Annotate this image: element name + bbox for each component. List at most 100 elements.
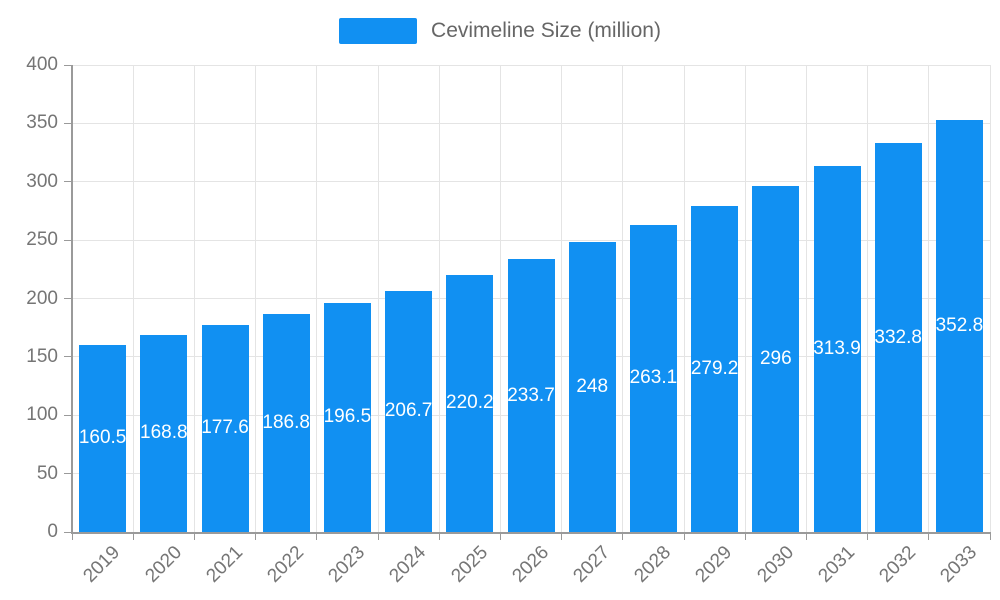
- gridline-vertical: [928, 65, 930, 532]
- x-axis-tick-mark: [683, 532, 685, 540]
- gridline-vertical: [193, 65, 195, 532]
- y-axis-line: [71, 65, 73, 533]
- y-tick-label: 200: [26, 287, 58, 309]
- y-axis-tick-mark: [64, 64, 72, 66]
- y-tick-label: 0: [47, 521, 58, 542]
- gridline-vertical: [744, 65, 746, 532]
- y-axis-tick-mark: [64, 531, 72, 533]
- bar[interactable]: 263.1: [629, 224, 678, 532]
- x-tick-label: 2022: [263, 542, 309, 587]
- bar-value-label: 332.8: [874, 326, 922, 348]
- bar-value-label: 263.1: [629, 367, 678, 389]
- bar[interactable]: 177.6: [201, 324, 249, 532]
- gridline-vertical: [561, 65, 563, 532]
- gridline-vertical: [622, 65, 624, 532]
- x-tick-label: 2020: [140, 542, 186, 587]
- gridline-vertical: [255, 65, 257, 532]
- x-axis-tick-mark: [499, 532, 501, 540]
- y-tick-label: 150: [26, 345, 58, 367]
- gridline-vertical: [316, 65, 318, 532]
- legend[interactable]: Cevimeline Size (million): [0, 18, 1000, 44]
- bar[interactable]: 168.8: [140, 334, 188, 532]
- bar-value-label: 196.5: [323, 406, 372, 428]
- x-axis-tick-mark: [928, 532, 930, 540]
- x-axis-line: [71, 531, 990, 534]
- gridline-vertical: [438, 65, 440, 532]
- bar[interactable]: 206.7: [384, 290, 433, 532]
- gridline-vertical: [867, 65, 869, 532]
- bar-value-label: 177.6: [201, 417, 249, 439]
- x-axis-tick-mark: [561, 532, 563, 540]
- x-tick-label: 2024: [385, 542, 431, 587]
- y-axis-tick-mark: [64, 473, 72, 475]
- legend-swatch[interactable]: [339, 18, 418, 44]
- gridline-horizontal: [72, 181, 990, 183]
- y-axis-tick-mark: [64, 298, 72, 299]
- y-tick-label: 300: [26, 170, 58, 192]
- bar-value-label: 168.8: [140, 422, 188, 444]
- gridline-horizontal: [72, 64, 990, 66]
- x-axis-tick-mark: [622, 532, 624, 540]
- x-axis-tick-mark: [132, 532, 134, 540]
- gridline-vertical: [989, 65, 991, 532]
- y-tick-label: 50: [36, 462, 58, 484]
- gridline-vertical: [499, 65, 501, 532]
- y-axis-tick-mark: [64, 122, 72, 124]
- bar-value-label: 186.8: [262, 411, 310, 433]
- bar[interactable]: 296: [752, 186, 800, 532]
- x-axis-tick-mark: [805, 532, 807, 540]
- bar[interactable]: 279.2: [691, 206, 738, 532]
- bar-value-label: 296: [759, 348, 792, 370]
- bar-value-label: 279.2: [690, 358, 739, 379]
- y-axis-tick-mark: [64, 356, 72, 358]
- x-tick-label: 2031: [814, 542, 859, 587]
- bar[interactable]: 196.5: [323, 302, 372, 532]
- y-axis-tick-mark: [64, 414, 72, 416]
- y-tick-label: 400: [26, 54, 58, 75]
- bar[interactable]: 248: [568, 242, 616, 532]
- x-tick-label: 2021: [202, 542, 247, 587]
- y-axis-tick-mark: [64, 239, 72, 241]
- bar-value-label: 160.5: [78, 427, 127, 449]
- bar[interactable]: 332.8: [874, 143, 922, 532]
- gridline-vertical: [805, 65, 807, 532]
- bar[interactable]: 160.5: [78, 344, 127, 532]
- x-axis-tick-mark: [193, 532, 195, 540]
- x-axis-tick-mark: [438, 532, 440, 540]
- x-tick-label: 2029: [691, 542, 737, 587]
- x-tick-label: 2028: [630, 542, 676, 587]
- gridline-vertical: [377, 65, 379, 532]
- bar[interactable]: 186.8: [262, 313, 310, 532]
- bar[interactable]: 352.8: [936, 120, 983, 532]
- y-tick-label: 250: [26, 229, 58, 251]
- bar-value-label: 313.9: [813, 337, 861, 359]
- x-tick-label: 2019: [79, 542, 125, 587]
- x-axis-tick-mark: [867, 532, 869, 540]
- legend-label: Cevimeline Size (million): [431, 19, 661, 42]
- y-tick-label: 350: [26, 112, 58, 134]
- y-tick-label: 100: [26, 404, 58, 426]
- x-tick-label: 2025: [446, 542, 492, 587]
- x-tick-label: 2023: [324, 542, 370, 587]
- bar[interactable]: 220.2: [446, 274, 494, 532]
- bar-value-label: 233.7: [507, 384, 555, 406]
- x-tick-label: 2032: [875, 542, 921, 587]
- bar-value-label: 352.8: [935, 315, 984, 337]
- x-axis-tick-mark: [744, 532, 746, 540]
- y-axis-tick-mark: [64, 181, 72, 183]
- bar[interactable]: 233.7: [507, 259, 555, 532]
- bar-value-label: 206.7: [384, 400, 433, 422]
- gridline-vertical: [132, 65, 134, 532]
- x-axis-tick-mark: [255, 532, 257, 540]
- gridline-horizontal: [72, 122, 990, 124]
- bar-value-label: 220.2: [446, 392, 494, 414]
- x-tick-label: 2030: [752, 542, 798, 587]
- gridline-horizontal: [72, 239, 990, 241]
- x-axis-tick-mark: [71, 532, 73, 540]
- x-tick-label: 2026: [508, 542, 553, 587]
- gridline-vertical: [683, 65, 685, 532]
- x-axis-tick-mark: [377, 532, 379, 540]
- bar-value-label: 248: [576, 376, 609, 398]
- x-tick-label: 2027: [569, 542, 615, 587]
- bar[interactable]: 313.9: [813, 165, 861, 532]
